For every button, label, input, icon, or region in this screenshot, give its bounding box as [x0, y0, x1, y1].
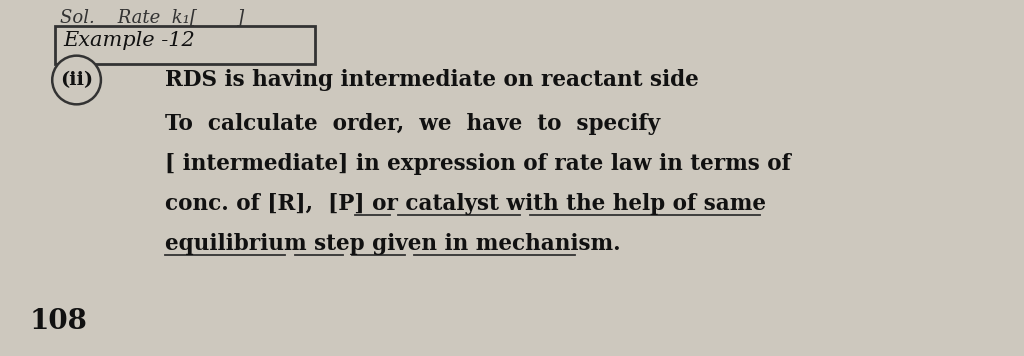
Text: RDS is having intermediate on reactant side: RDS is having intermediate on reactant s…: [165, 69, 698, 91]
Text: (ii): (ii): [60, 71, 93, 89]
Text: conc. of [R],  [P] or catalyst with the help of same: conc. of [R], [P] or catalyst with the h…: [165, 193, 766, 215]
Text: 108: 108: [30, 308, 88, 335]
Text: Sol.    Rate  k₁[       ]: Sol. Rate k₁[ ]: [60, 8, 244, 26]
Text: Example -12: Example -12: [63, 31, 195, 50]
Text: [ intermediate] in expression of rate law in terms of: [ intermediate] in expression of rate la…: [165, 153, 791, 175]
Text: To  calculate  order,  we  have  to  specify: To calculate order, we have to specify: [165, 113, 660, 135]
Bar: [55, 26, 315, 64]
Text: equilibrium step given in mechanism.: equilibrium step given in mechanism.: [165, 233, 621, 255]
